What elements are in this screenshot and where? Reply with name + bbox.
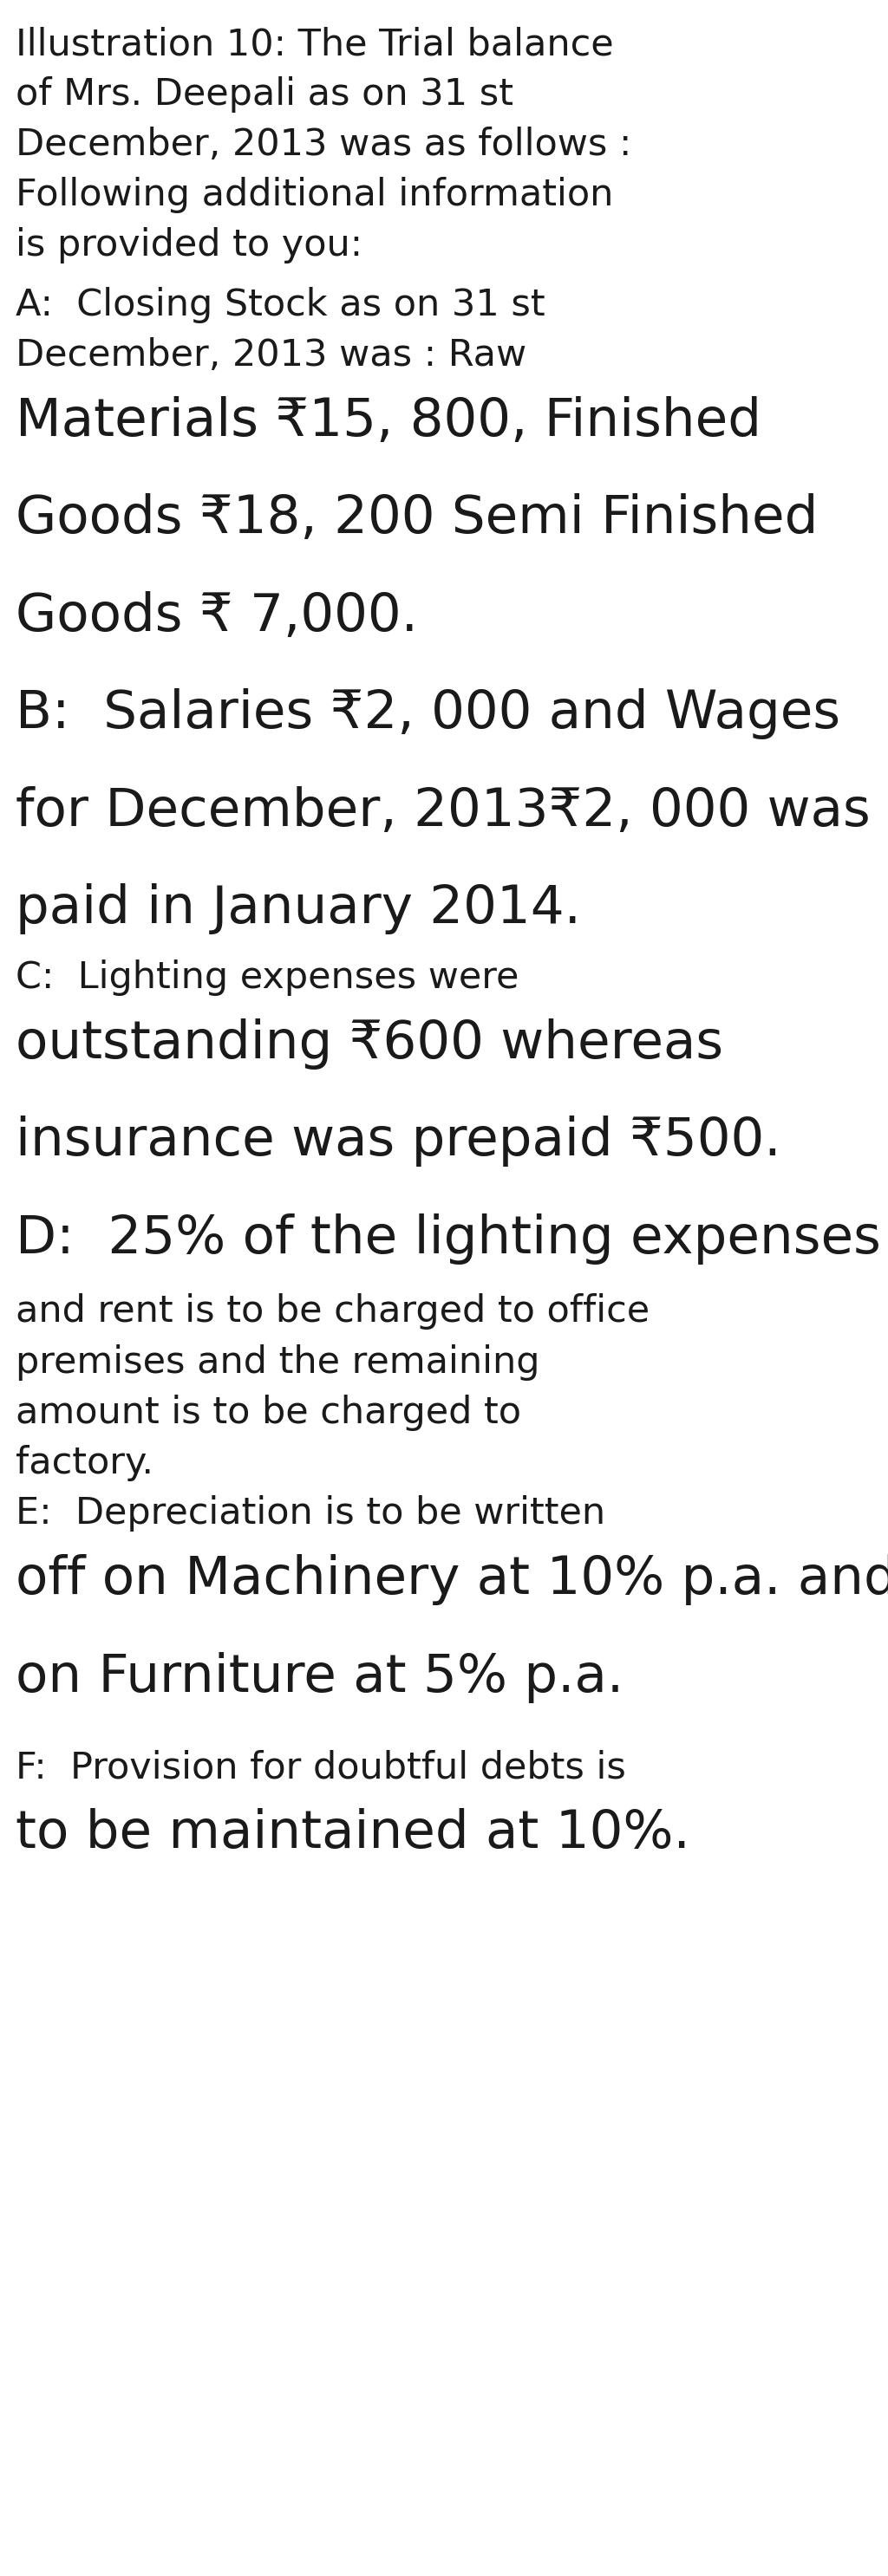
Text: factory.: factory. [16, 1445, 154, 1481]
Text: premises and the remaining: premises and the remaining [16, 1345, 540, 1381]
Text: D:  25% of the lighting expenses: D: 25% of the lighting expenses [16, 1213, 881, 1265]
Text: outstanding ₹600 whereas: outstanding ₹600 whereas [16, 1018, 724, 1069]
Text: Following additional information: Following additional information [16, 178, 614, 214]
Text: December, 2013 was : Raw: December, 2013 was : Raw [16, 337, 527, 374]
Text: off on Machinery at 10% p.a. and: off on Machinery at 10% p.a. and [16, 1553, 888, 1605]
Text: Materials ₹15, 800, Finished: Materials ₹15, 800, Finished [16, 397, 761, 448]
Text: for December, 2013₹2, 000 was: for December, 2013₹2, 000 was [16, 786, 870, 837]
Text: paid in January 2014.: paid in January 2014. [16, 884, 581, 935]
Text: F:  Provision for doubtful debts is: F: Provision for doubtful debts is [16, 1749, 626, 1785]
Text: of Mrs. Deepali as on 31 st: of Mrs. Deepali as on 31 st [16, 77, 513, 113]
Text: E:  Depreciation is to be written: E: Depreciation is to be written [16, 1494, 606, 1533]
Text: amount is to be charged to: amount is to be charged to [16, 1394, 521, 1430]
Text: December, 2013 was as follows :: December, 2013 was as follows : [16, 126, 631, 162]
Text: Goods ₹18, 200 Semi Finished: Goods ₹18, 200 Semi Finished [16, 495, 818, 544]
Text: C:  Lighting expenses were: C: Lighting expenses were [16, 958, 519, 997]
Text: and rent is to be charged to office: and rent is to be charged to office [16, 1293, 650, 1329]
Text: to be maintained at 10%.: to be maintained at 10%. [16, 1808, 690, 1860]
Text: A:  Closing Stock as on 31 st: A: Closing Stock as on 31 st [16, 286, 545, 322]
Text: on Furniture at 5% p.a.: on Furniture at 5% p.a. [16, 1651, 623, 1703]
Text: Illustration 10: The Trial balance: Illustration 10: The Trial balance [16, 26, 614, 62]
Text: B:  Salaries ₹2, 000 and Wages: B: Salaries ₹2, 000 and Wages [16, 688, 840, 739]
Text: is provided to you:: is provided to you: [16, 227, 362, 263]
Text: insurance was prepaid ₹500.: insurance was prepaid ₹500. [16, 1115, 781, 1167]
Text: Goods ₹ 7,000.: Goods ₹ 7,000. [16, 590, 418, 641]
